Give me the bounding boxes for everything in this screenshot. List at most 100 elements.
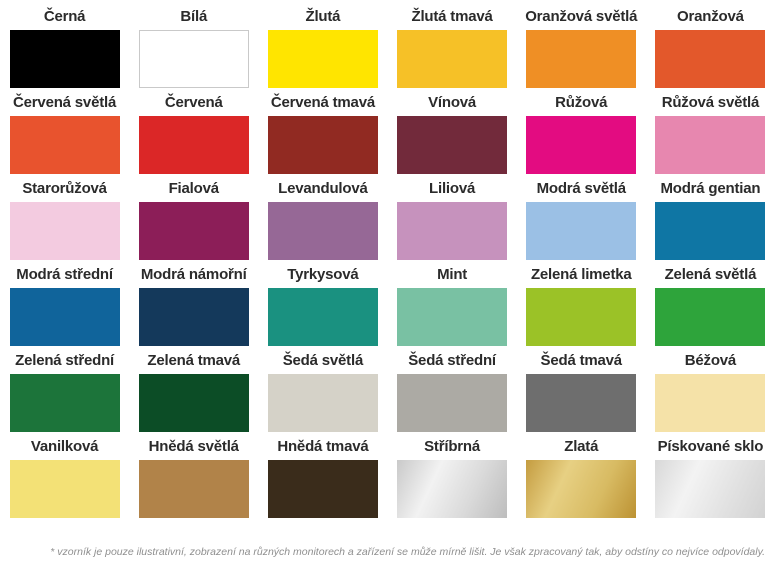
swatch-label: Zlatá — [564, 438, 599, 455]
color-swatch[interactable] — [9, 288, 120, 346]
swatch-cell: Žlutá — [258, 4, 387, 90]
color-swatch[interactable] — [526, 288, 637, 346]
swatch-label: Červená světlá — [13, 94, 117, 111]
color-swatch[interactable] — [267, 288, 378, 346]
color-swatch[interactable] — [267, 460, 378, 518]
footnote: * vzorník je pouze ilustrativní, zobraze… — [50, 546, 765, 558]
swatch-label: Zelená střední — [15, 352, 115, 369]
swatch-cell: Zlatá — [517, 434, 646, 520]
swatch-label: Hnědá tmavá — [277, 438, 369, 455]
swatch-label: Oranžová světlá — [525, 8, 638, 25]
swatch-label: Modrá námořní — [140, 266, 247, 283]
color-swatch[interactable] — [138, 116, 249, 174]
swatch-cell: Červená světlá — [0, 90, 129, 176]
swatch-label: Růžová — [555, 94, 608, 111]
swatch-cell: Béžová — [646, 348, 775, 434]
color-swatch[interactable] — [655, 374, 766, 432]
swatch-cell: Černá — [0, 4, 129, 90]
swatch-label: Liliová — [429, 180, 476, 197]
color-swatch[interactable] — [267, 202, 378, 260]
swatch-label: Šedá tmavá — [540, 352, 623, 369]
swatch-cell: Zelená limetka — [517, 262, 646, 348]
swatch-label: Fialová — [168, 180, 219, 197]
swatch-label: Starorůžová — [22, 180, 107, 197]
swatch-label: Bílá — [180, 8, 208, 25]
swatch-cell: Šedá světlá — [258, 348, 387, 434]
color-swatch[interactable] — [9, 460, 120, 518]
swatch-cell: Žlutá tmavá — [388, 4, 517, 90]
color-swatch[interactable] — [267, 116, 378, 174]
swatch-cell: Šedá tmavá — [517, 348, 646, 434]
color-swatch[interactable] — [397, 288, 508, 346]
swatch-cell: Hnědá tmavá — [258, 434, 387, 520]
color-swatch[interactable] — [267, 374, 378, 432]
swatch-cell: Zelená střední — [0, 348, 129, 434]
swatch-cell: Bílá — [129, 4, 258, 90]
swatch-label: Hnědá světlá — [148, 438, 239, 455]
color-swatch[interactable] — [397, 30, 508, 88]
color-swatch[interactable] — [655, 460, 766, 518]
color-swatch[interactable] — [9, 116, 120, 174]
swatch-cell: Šedá střední — [388, 348, 517, 434]
color-swatch[interactable] — [138, 202, 249, 260]
color-swatch[interactable] — [526, 116, 637, 174]
color-swatch[interactable] — [655, 288, 766, 346]
swatch-label: Žlutá tmavá — [411, 8, 493, 25]
swatch-label: Zelená tmavá — [147, 352, 241, 369]
color-swatch[interactable] — [138, 374, 249, 432]
swatch-cell: Fialová — [129, 176, 258, 262]
color-swatch[interactable] — [267, 30, 378, 88]
color-swatch[interactable] — [397, 202, 508, 260]
swatch-cell: Oranžová — [646, 4, 775, 90]
color-swatch[interactable] — [9, 202, 120, 260]
swatch-label: Tyrkysová — [287, 266, 359, 283]
color-swatch[interactable] — [526, 202, 637, 260]
swatch-label: Zelená světlá — [664, 266, 757, 283]
swatch-cell: Vínová — [388, 90, 517, 176]
swatch-cell: Růžová — [517, 90, 646, 176]
color-swatch[interactable] — [526, 460, 637, 518]
swatch-label: Oranžová — [677, 8, 744, 25]
swatch-cell: Oranžová světlá — [517, 4, 646, 90]
swatch-label: Modrá světlá — [536, 180, 627, 197]
swatch-label: Růžová světlá — [661, 94, 760, 111]
color-swatch[interactable] — [397, 460, 508, 518]
swatch-cell: Růžová světlá — [646, 90, 775, 176]
swatch-label: Červená tmavá — [270, 94, 375, 111]
swatch-cell: Modrá námořní — [129, 262, 258, 348]
swatch-cell: Liliová — [388, 176, 517, 262]
color-swatch[interactable] — [655, 30, 766, 88]
swatch-label: Vínová — [428, 94, 477, 111]
swatch-label: Černá — [43, 8, 86, 25]
swatch-cell: Mint — [388, 262, 517, 348]
color-swatch[interactable] — [138, 288, 249, 346]
swatch-label: Pískované sklo — [657, 438, 764, 455]
swatch-label: Stříbrná — [424, 438, 481, 455]
swatch-cell: Modrá gentian — [646, 176, 775, 262]
swatch-cell: Pískované sklo — [646, 434, 775, 520]
color-swatch[interactable] — [138, 460, 249, 518]
color-swatch[interactable] — [138, 30, 249, 88]
swatch-label: Červená — [164, 94, 223, 111]
color-swatch[interactable] — [9, 30, 120, 88]
swatch-label: Levandulová — [278, 180, 368, 197]
color-swatch[interactable] — [397, 116, 508, 174]
swatch-cell: Červená tmavá — [258, 90, 387, 176]
color-swatch[interactable] — [9, 374, 120, 432]
color-swatch[interactable] — [655, 202, 766, 260]
swatch-cell: Červená — [129, 90, 258, 176]
swatch-cell: Modrá světlá — [517, 176, 646, 262]
swatch-label: Šedá světlá — [282, 352, 364, 369]
color-swatch[interactable] — [397, 374, 508, 432]
color-swatch[interactable] — [526, 374, 637, 432]
swatch-cell: Starorůžová — [0, 176, 129, 262]
color-swatch[interactable] — [655, 116, 766, 174]
swatch-label: Žlutá — [305, 8, 341, 25]
swatch-cell: Tyrkysová — [258, 262, 387, 348]
swatch-label: Modrá gentian — [660, 180, 761, 197]
color-swatch[interactable] — [526, 30, 637, 88]
swatch-label: Mint — [437, 266, 468, 283]
swatch-cell: Modrá střední — [0, 262, 129, 348]
swatch-cell: Zelená tmavá — [129, 348, 258, 434]
swatch-label: Modrá střední — [16, 266, 113, 283]
